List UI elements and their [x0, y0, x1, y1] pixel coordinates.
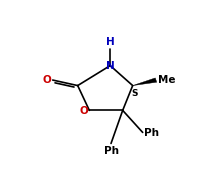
- Text: S: S: [132, 89, 138, 98]
- Text: N: N: [106, 61, 115, 71]
- Text: Me: Me: [158, 75, 175, 85]
- Text: Ph: Ph: [103, 146, 118, 156]
- Text: O: O: [80, 106, 88, 116]
- Text: H: H: [106, 37, 115, 47]
- Text: Ph: Ph: [144, 128, 159, 138]
- Text: O: O: [43, 75, 52, 85]
- Polygon shape: [133, 78, 157, 86]
